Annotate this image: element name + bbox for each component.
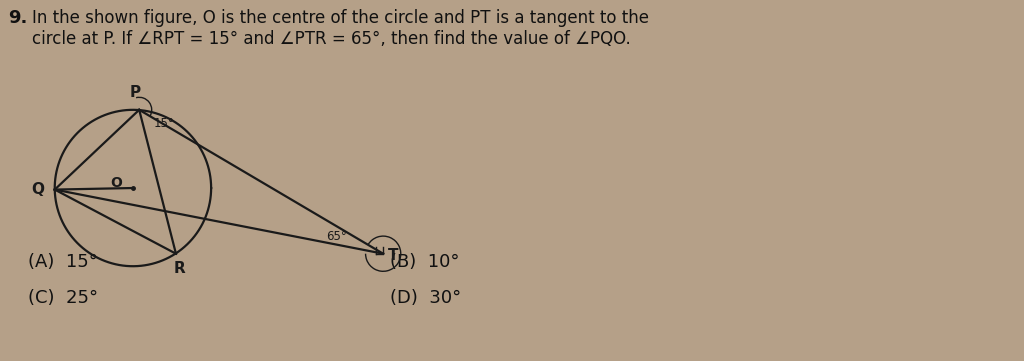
Text: R: R xyxy=(174,261,185,276)
Text: P: P xyxy=(130,85,141,100)
Text: O: O xyxy=(110,175,122,190)
Text: Q: Q xyxy=(32,182,45,197)
Text: 15°: 15° xyxy=(154,117,174,130)
Text: T: T xyxy=(388,248,398,263)
Text: In the shown figure, O is the centre of the circle and PT is a tangent to the: In the shown figure, O is the centre of … xyxy=(32,9,649,27)
Text: (D)  30°: (D) 30° xyxy=(390,289,461,307)
Text: (C)  25°: (C) 25° xyxy=(28,289,98,307)
Text: (B)  10°: (B) 10° xyxy=(390,253,460,271)
Text: circle at P. If ∠RPT = 15° and ∠PTR = 65°, then find the value of ∠PQO.: circle at P. If ∠RPT = 15° and ∠PTR = 65… xyxy=(32,30,631,48)
Text: 9.: 9. xyxy=(8,9,28,27)
Text: (A)  15°: (A) 15° xyxy=(28,253,98,271)
Text: 65°: 65° xyxy=(326,230,346,243)
